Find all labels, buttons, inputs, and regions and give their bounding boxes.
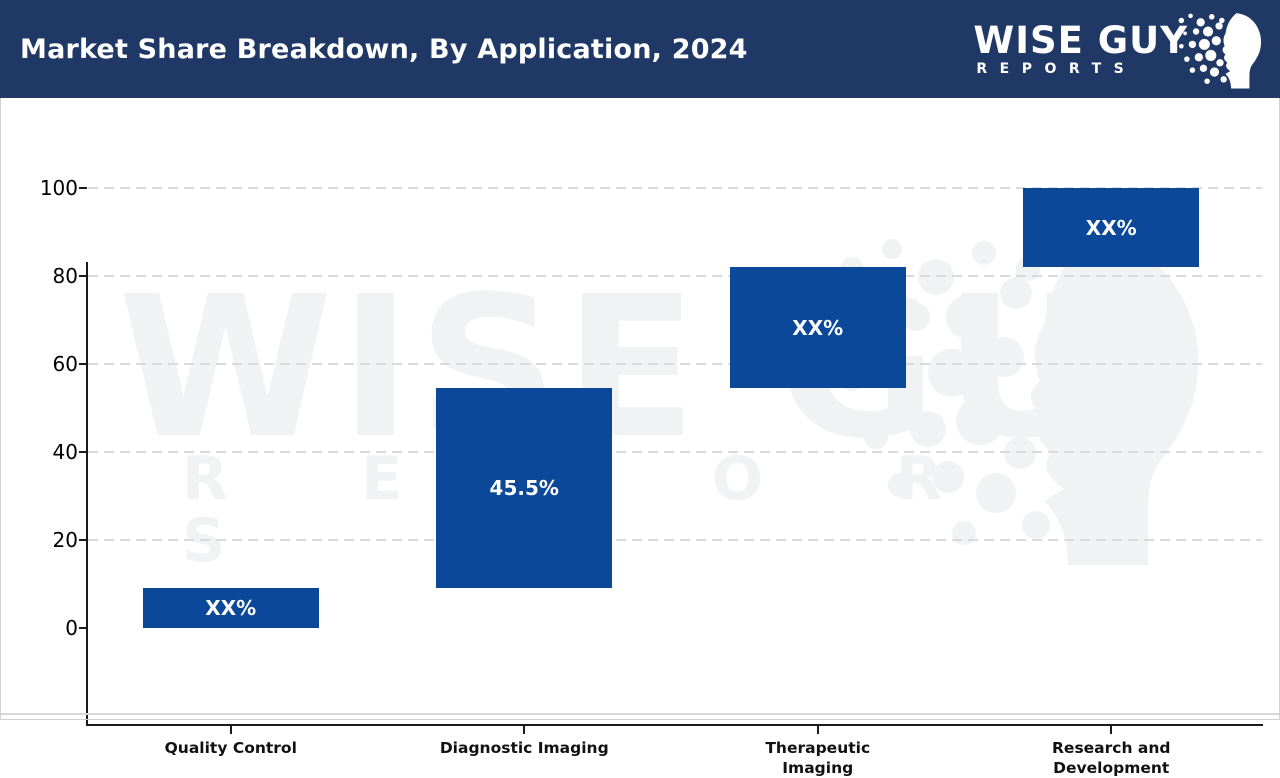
brand-subname: REPORTS [976, 60, 1137, 77]
header: Market Share Breakdown, By Application, … [0, 0, 1280, 98]
bar-segment: XX% [142, 588, 319, 628]
y-tick-label: 20 [52, 528, 78, 552]
bar-value-label: XX% [205, 596, 257, 621]
y-tick-mark [79, 539, 87, 541]
chart-title: Market Share Breakdown, By Application, … [20, 33, 748, 65]
bar-value-label: XX% [792, 315, 844, 340]
x-tick-label: Diagnostic Imaging [439, 739, 609, 757]
y-tick-label: 40 [52, 440, 78, 464]
x-tick-label: Research and Development [1052, 739, 1171, 777]
bar-value-label: XX% [1085, 215, 1137, 240]
dotted-head-logo-icon [1178, 13, 1262, 89]
x-tick-mark [229, 726, 232, 734]
y-tick-mark [79, 363, 87, 365]
x-tick-mark [816, 726, 819, 734]
x-tick-mark [523, 726, 526, 734]
gridline-100 [88, 187, 1262, 189]
brand-logo: WISE GUY REPORTS [973, 7, 1266, 91]
y-tick-label: 60 [52, 352, 78, 376]
y-tick-mark [79, 451, 87, 453]
bar-segment: XX% [729, 267, 906, 389]
x-tick-mark [1110, 726, 1113, 734]
brand-logo-text: WISE GUY REPORTS [973, 18, 1188, 77]
gridline-60 [88, 363, 1262, 365]
bar-value-label: 45.5% [489, 476, 559, 501]
brand-name: WISE GUY [973, 18, 1188, 62]
footer-rule [0, 713, 1280, 715]
y-axis-line [86, 262, 88, 726]
gridline-40 [88, 451, 1262, 453]
y-tick-mark [79, 275, 87, 277]
y-tick-label: 80 [52, 264, 78, 288]
gridline-80 [88, 275, 1262, 277]
x-axis-line [86, 724, 1263, 726]
gridline-20 [88, 539, 1262, 541]
x-tick-label: Therapeutic Imaging [765, 739, 871, 777]
y-tick-mark [79, 187, 87, 189]
plot-area: 0 20 40 60 80 100 Quality Control XX% Diagnostic… [0, 98, 1280, 777]
y-tick-label: 100 [39, 176, 78, 200]
page-border-left [0, 98, 1, 720]
bar-segment: 45.5% [436, 388, 613, 589]
y-tick-mark [79, 627, 87, 629]
x-tick-label: Quality Control [164, 739, 297, 757]
y-tick-label: 0 [65, 616, 78, 640]
bar-segment: XX% [1023, 188, 1200, 268]
